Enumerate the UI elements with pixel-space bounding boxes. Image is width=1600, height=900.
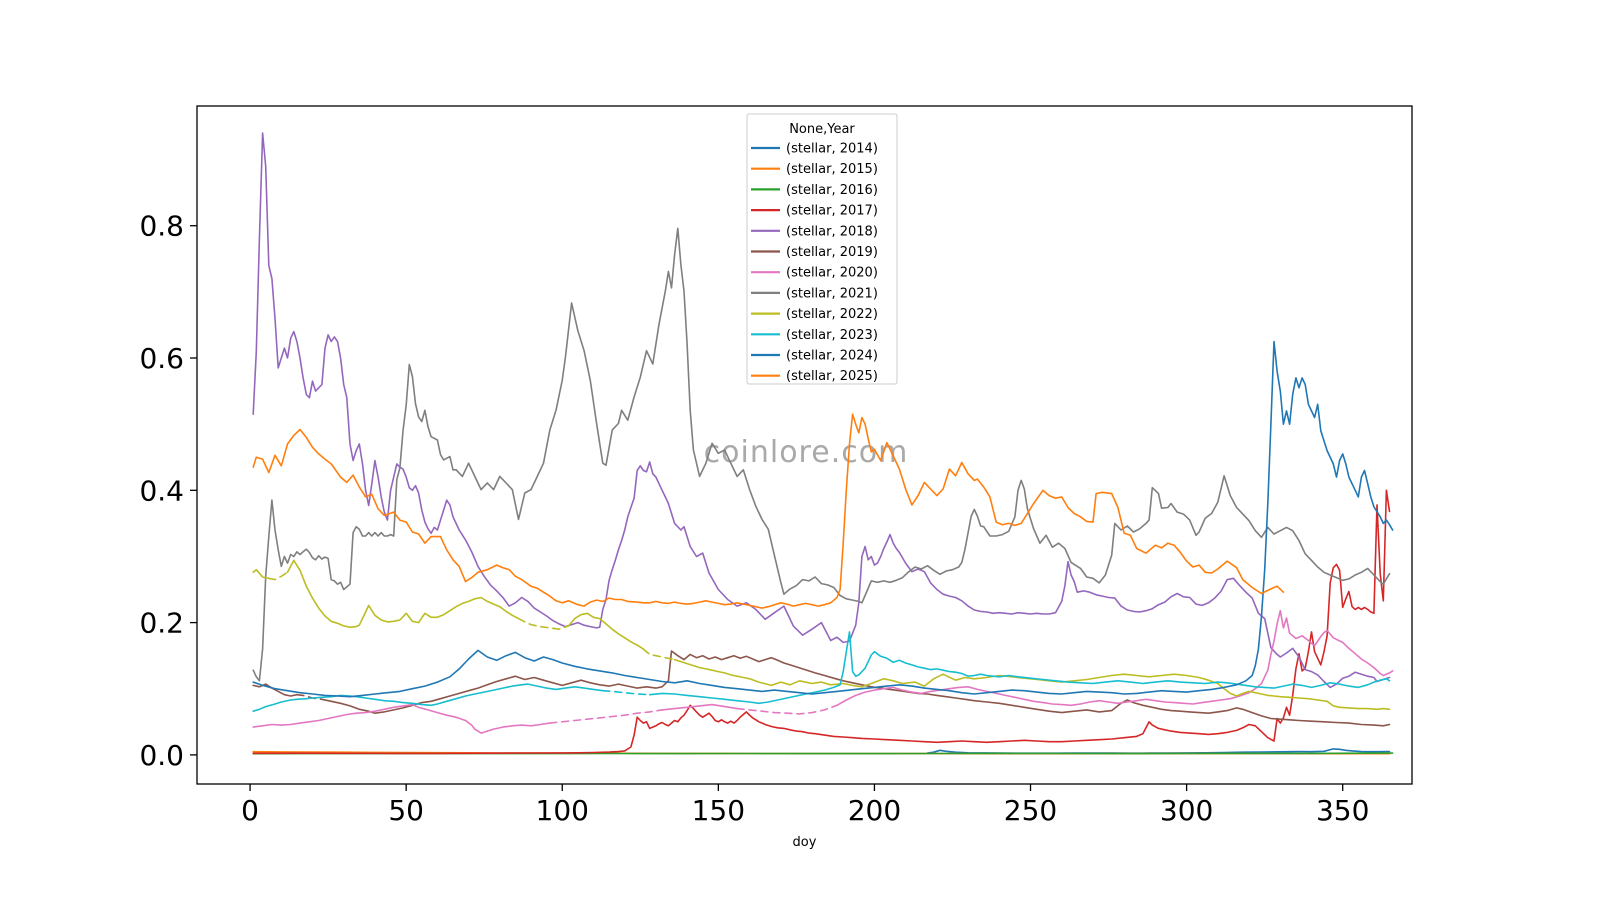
legend-item: (stellar, 2014): [751, 142, 878, 157]
x-tick-label: 100: [536, 794, 589, 827]
series-line-2021: [252, 227, 1391, 682]
series-line-2023: [252, 631, 1391, 712]
series-line-dashed-2020: [549, 704, 838, 724]
legend-title: None,Year: [789, 122, 855, 137]
legend-label: (stellar, 2017): [786, 204, 878, 219]
legend-box: [746, 113, 898, 385]
y-tick-label: 0.4: [139, 474, 184, 507]
plot-border: [196, 105, 1413, 785]
legend-label: (stellar, 2014): [786, 142, 878, 157]
x-tick-label: 300: [1160, 794, 1213, 827]
legend-item: (stellar, 2023): [751, 328, 878, 343]
watermark: coinlore.com: [704, 435, 909, 470]
legend-label: (stellar, 2021): [786, 286, 878, 301]
legend-item: (stellar, 2016): [751, 183, 878, 198]
x-tick-label: 250: [1004, 794, 1057, 827]
legend: None,Year (stellar, 2014) (stellar, 2015) (…: [746, 113, 898, 385]
series-lines: [252, 132, 1394, 755]
x-tick-label: 150: [692, 794, 745, 827]
series-line-dashed-2019: [296, 693, 323, 701]
legend-item: (stellar, 2024): [751, 349, 878, 364]
series-line-2019: [252, 650, 1391, 727]
legend-label: (stellar, 2015): [786, 162, 878, 177]
series-line-2020: [252, 609, 1394, 734]
axes-layer: 0 50 100 150 200 250 300 350 0.0 0.2 0.4 0.6 0.8: [139, 105, 1413, 827]
watermark-layer: coinlore.com: [704, 435, 909, 470]
x-tick-label: 0: [241, 794, 259, 827]
legend-label: (stellar, 2023): [786, 328, 878, 343]
y-tick-label: 0.8: [139, 210, 184, 243]
legend-label: (stellar, 2016): [786, 183, 878, 198]
legend-item: (stellar, 2019): [751, 245, 878, 260]
series-line-dashed-2023: [602, 689, 651, 696]
legend-label: (stellar, 2019): [786, 245, 878, 260]
legend-label: (stellar, 2022): [786, 307, 878, 322]
legend-item: (stellar, 2017): [751, 204, 878, 219]
legend-label: (stellar, 2024): [786, 349, 878, 364]
legend-label: (stellar, 2018): [786, 224, 878, 239]
series-line-2018: [252, 132, 1391, 689]
series-line-2022: [252, 559, 1391, 711]
x-tick-label: 350: [1316, 794, 1369, 827]
series-line-2014: [926, 748, 1391, 754]
x-axis-label: doy: [793, 835, 817, 850]
legend-item: (stellar, 2020): [751, 266, 878, 281]
legend-item: (stellar, 2018): [751, 224, 878, 239]
y-tick-label: 0.6: [139, 342, 184, 375]
legend-label: (stellar, 2025): [786, 369, 878, 384]
legend-item: (stellar, 2025): [751, 369, 878, 384]
legend-label: (stellar, 2020): [786, 266, 878, 281]
y-tick-label: 0.2: [139, 607, 184, 640]
x-tick-label: 50: [388, 794, 424, 827]
legend-item: (stellar, 2015): [751, 162, 878, 177]
series-line-dashed-2022: [268, 571, 676, 661]
y-tick-label: 0.0: [139, 739, 184, 772]
legend-item: (stellar, 2022): [751, 307, 878, 322]
legend-item: (stellar, 2021): [751, 286, 878, 301]
series-line-2025: [252, 413, 1285, 609]
series-line-2024: [252, 340, 1394, 698]
x-tick-label: 200: [848, 794, 901, 827]
